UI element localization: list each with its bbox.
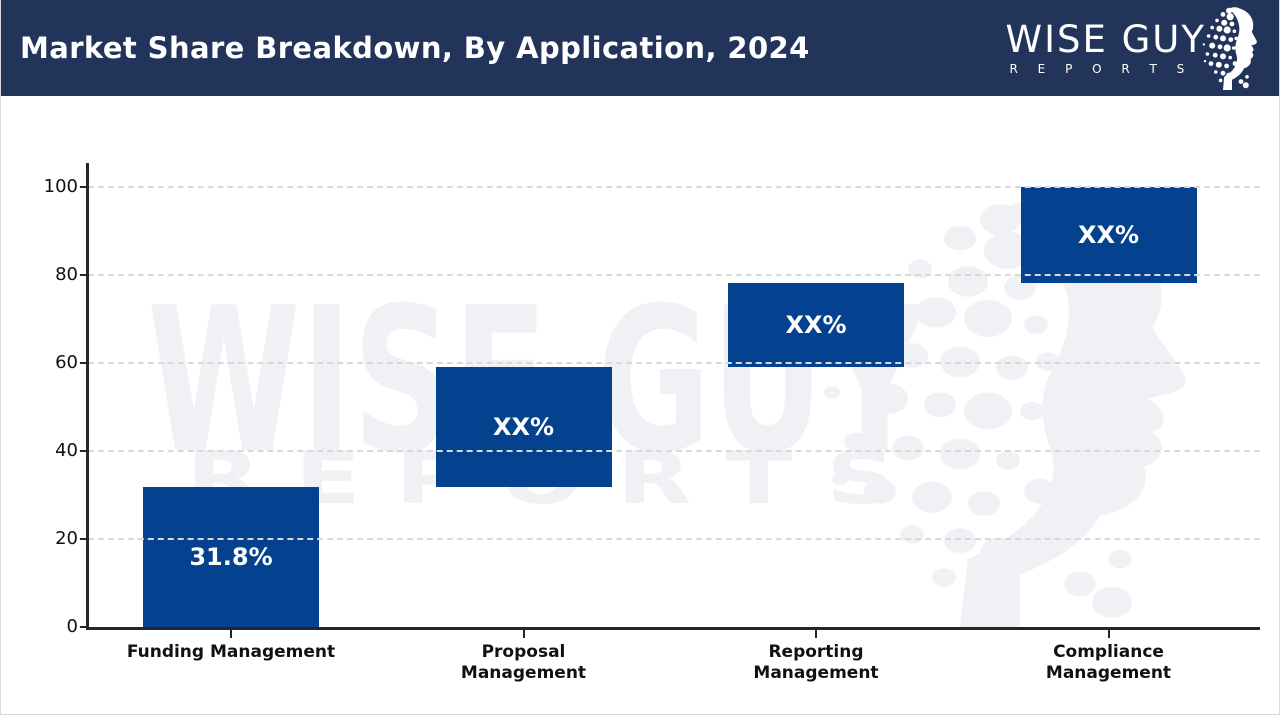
x-axis-tick bbox=[230, 630, 232, 638]
waterfall-chart: WISE GUY R E P O R T S 02040608010031.8%… bbox=[0, 96, 1280, 720]
bar-value-label: XX% bbox=[492, 412, 555, 441]
gridline-60 bbox=[88, 362, 1260, 364]
y-axis-tick bbox=[80, 186, 88, 188]
logo-wordmark: WISE GUY bbox=[1005, 17, 1206, 61]
y-tick-label: 80 bbox=[55, 264, 78, 285]
bar-value-label: XX% bbox=[1077, 220, 1140, 249]
wiseguy-logo: WISE GUY R E P O R T S bbox=[1006, 0, 1262, 96]
gridline-40 bbox=[88, 450, 1260, 452]
y-axis-tick bbox=[80, 538, 88, 540]
x-tick-label-reporting-management: Reporting Management bbox=[753, 642, 879, 683]
y-axis-line bbox=[86, 163, 89, 630]
logo-head-icon bbox=[1196, 6, 1262, 90]
y-tick-label: 40 bbox=[55, 440, 78, 461]
bar-proposal-management: XX% bbox=[435, 366, 612, 488]
bar-reporting-management: XX% bbox=[728, 282, 904, 367]
page-title: Market Share Breakdown, By Application, … bbox=[20, 31, 810, 65]
bar-compliance-management: XX% bbox=[1020, 187, 1197, 283]
x-axis-tick bbox=[522, 630, 525, 638]
y-tick-label: 0 bbox=[66, 616, 78, 637]
x-axis-tick bbox=[815, 630, 817, 638]
gridline-80 bbox=[88, 274, 1260, 276]
gridline-20 bbox=[88, 538, 1260, 540]
x-tick-label-proposal-management: Proposal Management bbox=[460, 642, 587, 683]
y-tick-label: 100 bbox=[43, 176, 78, 197]
y-axis-tick bbox=[80, 450, 88, 452]
x-axis-line bbox=[86, 627, 1260, 630]
logo-text: WISE GUY R E P O R T S bbox=[1005, 17, 1206, 76]
logo-subtext: R E P O R T S bbox=[1009, 61, 1193, 76]
y-tick-label: 60 bbox=[55, 352, 78, 373]
x-tick-label-funding-management: Funding Management bbox=[126, 642, 336, 662]
y-tick-label: 20 bbox=[55, 528, 78, 549]
y-axis-tick bbox=[80, 626, 88, 628]
bar-value-label: XX% bbox=[785, 310, 847, 339]
bar-value-label: 31.8% bbox=[189, 543, 273, 572]
gridline-100 bbox=[88, 186, 1260, 188]
bar-funding-management: 31.8% bbox=[143, 487, 319, 627]
x-tick-label-compliance-management: Compliance Management bbox=[1045, 642, 1172, 683]
header-bar: Market Share Breakdown, By Application, … bbox=[0, 0, 1280, 96]
y-axis-tick bbox=[80, 362, 88, 364]
y-axis-tick bbox=[80, 274, 88, 276]
x-axis-tick bbox=[1107, 630, 1110, 638]
